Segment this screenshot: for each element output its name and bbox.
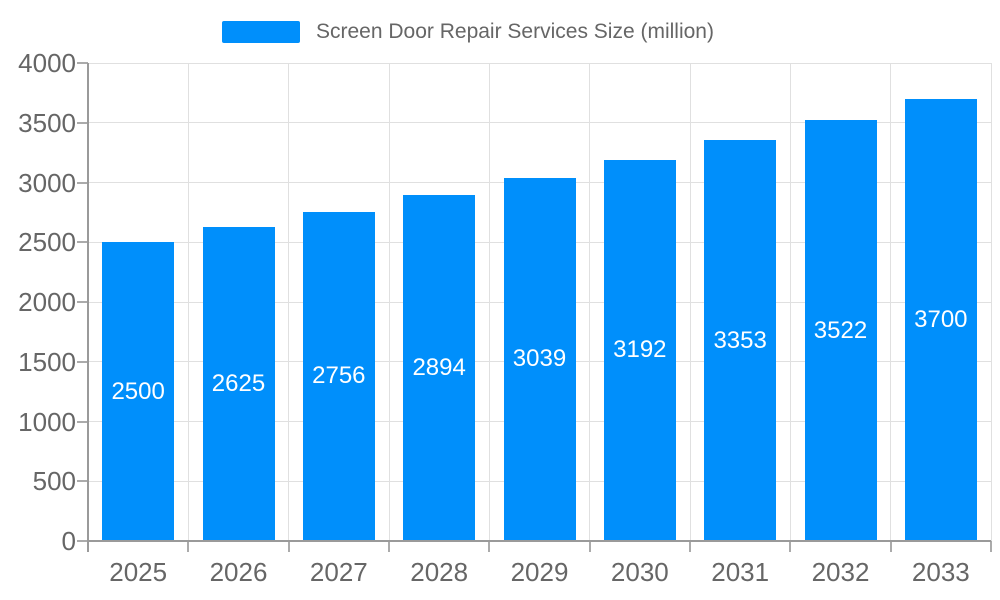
x-axis-label: 2028 <box>410 557 469 587</box>
x-axis-tick <box>889 541 892 552</box>
bar-value-label: 3353 <box>713 326 767 354</box>
bar[interactable]: 2625 <box>202 227 275 541</box>
x-axis-tick <box>187 541 190 552</box>
y-axis-label: 1500 <box>18 346 76 377</box>
bar[interactable]: 3039 <box>503 177 576 541</box>
legend-label: Screen Door Repair Services Size (millio… <box>316 20 714 43</box>
y-axis-label: 500 <box>32 466 76 497</box>
y-axis-tick <box>77 301 88 303</box>
x-axis-tick <box>588 541 591 552</box>
y-axis-label: 3000 <box>18 167 76 198</box>
y-axis-tick <box>77 62 88 64</box>
h-gridline <box>88 122 991 124</box>
y-axis-tick <box>77 420 88 423</box>
x-axis-line <box>87 540 991 542</box>
y-axis-tick <box>77 480 88 483</box>
bar[interactable]: 3192 <box>603 159 676 541</box>
v-gridline <box>488 63 490 541</box>
x-axis-label: 2026 <box>209 557 268 587</box>
x-axis-label: 2025 <box>109 557 168 587</box>
bar-value-label: 2625 <box>211 370 266 398</box>
x-axis-tick <box>990 541 992 552</box>
y-axis-tick <box>77 121 88 124</box>
x-axis-label: 2033 <box>911 557 970 587</box>
x-axis-tick <box>689 541 691 552</box>
bar[interactable]: 2500 <box>102 242 175 541</box>
y-axis-label: 0 <box>61 526 76 556</box>
bar-value-label: 2894 <box>412 354 466 382</box>
bar-value-label: 3192 <box>613 336 667 364</box>
bar[interactable]: 3700 <box>904 98 977 541</box>
v-gridline <box>890 63 892 541</box>
y-axis-label: 2500 <box>18 227 76 258</box>
y-axis-label: 4000 <box>18 48 76 78</box>
v-gridline <box>187 63 189 541</box>
x-axis-tick <box>388 541 390 552</box>
y-axis-tick <box>77 241 88 244</box>
bar[interactable]: 3522 <box>804 120 877 541</box>
bar[interactable]: 2756 <box>302 211 375 541</box>
y-axis-tick <box>77 540 88 542</box>
y-axis-label: 2000 <box>18 287 76 317</box>
bar-value-label: 2756 <box>312 362 366 390</box>
y-axis-label: 1000 <box>18 406 76 437</box>
x-axis-label: 2027 <box>309 557 368 587</box>
v-gridline <box>990 63 992 541</box>
legend-swatch-icon <box>222 21 300 43</box>
v-gridline <box>288 63 290 541</box>
bar-value-label: 3039 <box>512 345 567 373</box>
legend-item[interactable]: Screen Door Repair Services Size (millio… <box>222 19 714 45</box>
bar-value-label: 3700 <box>914 305 968 333</box>
x-axis-tick <box>789 541 792 552</box>
y-axis-tick <box>77 360 88 363</box>
y-axis-label: 3500 <box>18 107 76 138</box>
bar-value-label: 3522 <box>813 316 868 344</box>
x-axis-label: 2031 <box>711 557 770 587</box>
v-gridline <box>589 63 591 541</box>
x-axis-label: 2029 <box>510 557 569 587</box>
v-gridline <box>689 63 691 541</box>
x-axis-label: 2032 <box>811 557 870 587</box>
v-gridline <box>789 63 791 541</box>
bar[interactable]: 3353 <box>704 140 777 541</box>
x-axis-label: 2030 <box>610 557 669 587</box>
x-axis-tick <box>287 541 290 552</box>
x-axis-tick <box>488 541 491 552</box>
y-axis-line <box>87 63 89 552</box>
y-axis-tick <box>77 181 88 184</box>
v-gridline <box>388 63 390 541</box>
h-gridline <box>88 62 991 64</box>
bar-value-label: 2500 <box>111 377 165 405</box>
bar[interactable]: 2894 <box>403 195 476 541</box>
